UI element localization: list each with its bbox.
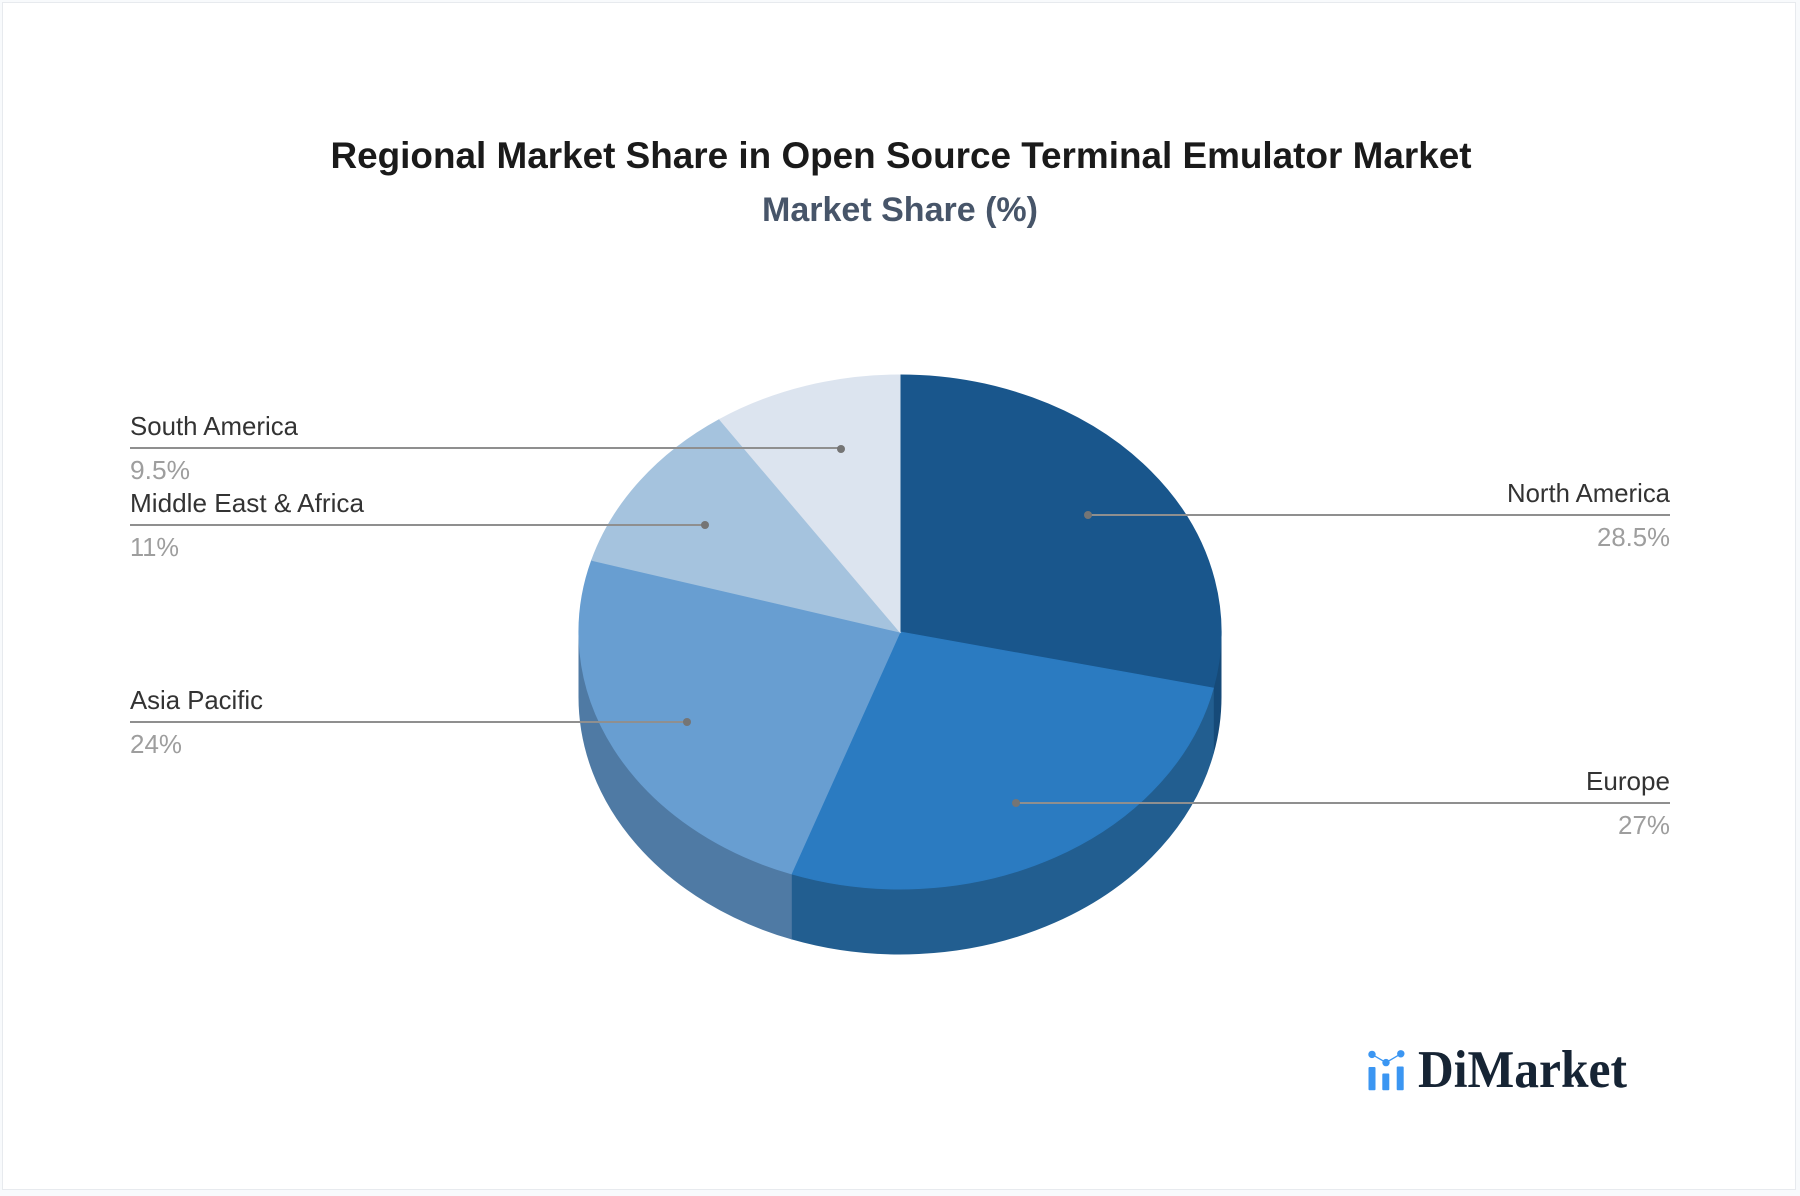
svg-text:DiMarket: DiMarket xyxy=(1418,1041,1627,1099)
svg-text:Europe: Europe xyxy=(1586,766,1670,796)
svg-text:North America: North America xyxy=(1507,478,1671,508)
svg-text:Market Share (%): Market Share (%) xyxy=(762,191,1038,229)
svg-text:11%: 11% xyxy=(130,532,179,562)
svg-text:9.5%: 9.5% xyxy=(130,455,190,485)
svg-text:South America: South America xyxy=(130,411,299,441)
svg-text:28.5%: 28.5% xyxy=(1597,522,1670,552)
svg-text:Regional Market Share in Open: Regional Market Share in Open Source Ter… xyxy=(331,135,1472,176)
svg-text:27%: 27% xyxy=(1618,810,1670,840)
svg-text:Middle East & Africa: Middle East & Africa xyxy=(130,488,365,518)
svg-text:24%: 24% xyxy=(130,729,182,759)
svg-text:Asia Pacific: Asia Pacific xyxy=(130,685,263,715)
